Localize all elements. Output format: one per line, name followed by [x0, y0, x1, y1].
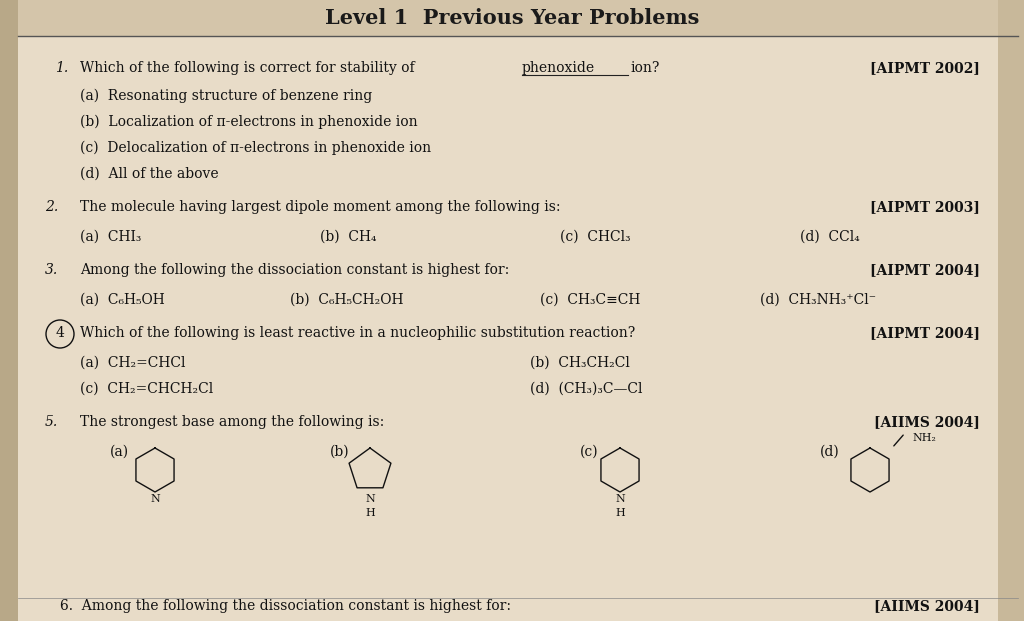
Text: (b): (b) — [330, 445, 349, 459]
Text: H: H — [615, 508, 625, 518]
Text: Level 1  Previous Year Problems: Level 1 Previous Year Problems — [325, 8, 699, 28]
Text: 3.: 3. — [45, 263, 58, 277]
Text: 5.: 5. — [45, 415, 58, 429]
Text: (d): (d) — [820, 445, 840, 459]
Text: 2.: 2. — [45, 200, 58, 214]
Text: (c): (c) — [580, 445, 599, 459]
Text: (b)  CH₄: (b) CH₄ — [319, 230, 377, 244]
Text: (c)  CH₂=CHCH₂Cl: (c) CH₂=CHCH₂Cl — [80, 382, 213, 396]
Text: (b)  Localization of π-electrons in phenoxide ion: (b) Localization of π-electrons in pheno… — [80, 115, 418, 129]
Text: [AIPMT 2004]: [AIPMT 2004] — [870, 263, 980, 277]
Text: (b)  CH₃CH₂Cl: (b) CH₃CH₂Cl — [530, 356, 630, 370]
Text: Which of the following is least reactive in a nucleophilic substitution reaction: Which of the following is least reactive… — [80, 326, 635, 340]
Text: [AIPMT 2003]: [AIPMT 2003] — [870, 200, 980, 214]
Text: N: N — [366, 494, 375, 504]
Text: [AIIMS 2004]: [AIIMS 2004] — [874, 599, 980, 613]
Text: N: N — [615, 494, 625, 504]
Text: H: H — [366, 508, 375, 518]
Text: (c)  CHCl₃: (c) CHCl₃ — [560, 230, 631, 244]
Text: phenoxide: phenoxide — [522, 61, 595, 75]
Text: (a): (a) — [110, 445, 129, 459]
Text: (d)  (CH₃)₃C—Cl: (d) (CH₃)₃C—Cl — [530, 382, 642, 396]
Text: 1.: 1. — [55, 61, 69, 75]
Text: (d)  All of the above: (d) All of the above — [80, 167, 219, 181]
Text: (a)  CHI₃: (a) CHI₃ — [80, 230, 141, 244]
Text: (b)  C₆H₅CH₂OH: (b) C₆H₅CH₂OH — [290, 293, 403, 307]
Text: The strongest base among the following is:: The strongest base among the following i… — [80, 415, 384, 429]
Bar — [0, 0, 18, 621]
Text: Among the following the dissociation constant is highest for:: Among the following the dissociation con… — [80, 263, 509, 277]
Text: (a)  CH₂=CHCl: (a) CH₂=CHCl — [80, 356, 185, 370]
Text: 4: 4 — [55, 326, 65, 340]
Text: NH₂: NH₂ — [912, 433, 936, 443]
Text: (c)  Delocalization of π-electrons in phenoxide ion: (c) Delocalization of π-electrons in phe… — [80, 141, 431, 155]
Text: (d)  CCl₄: (d) CCl₄ — [800, 230, 860, 244]
Text: [AIPMT 2004]: [AIPMT 2004] — [870, 326, 980, 340]
Bar — [18, 0, 998, 36]
Text: [AIIMS 2004]: [AIIMS 2004] — [874, 415, 980, 429]
Text: (d)  CH₃NH₃⁺Cl⁻: (d) CH₃NH₃⁺Cl⁻ — [760, 293, 877, 307]
Text: The molecule having largest dipole moment among the following is:: The molecule having largest dipole momen… — [80, 200, 560, 214]
FancyBboxPatch shape — [18, 0, 998, 621]
Text: (a)  Resonating structure of benzene ring: (a) Resonating structure of benzene ring — [80, 89, 373, 103]
Text: [AIPMT 2002]: [AIPMT 2002] — [870, 61, 980, 75]
Text: N: N — [151, 494, 160, 504]
Text: Which of the following is correct for stability of: Which of the following is correct for st… — [80, 61, 415, 75]
Text: ion?: ion? — [630, 61, 659, 75]
Text: (a)  C₆H₅OH: (a) C₆H₅OH — [80, 293, 165, 307]
Text: 6.  Among the following the dissociation constant is highest for:: 6. Among the following the dissociation … — [60, 599, 511, 613]
Text: (c)  CH₃C≡CH: (c) CH₃C≡CH — [540, 293, 640, 307]
